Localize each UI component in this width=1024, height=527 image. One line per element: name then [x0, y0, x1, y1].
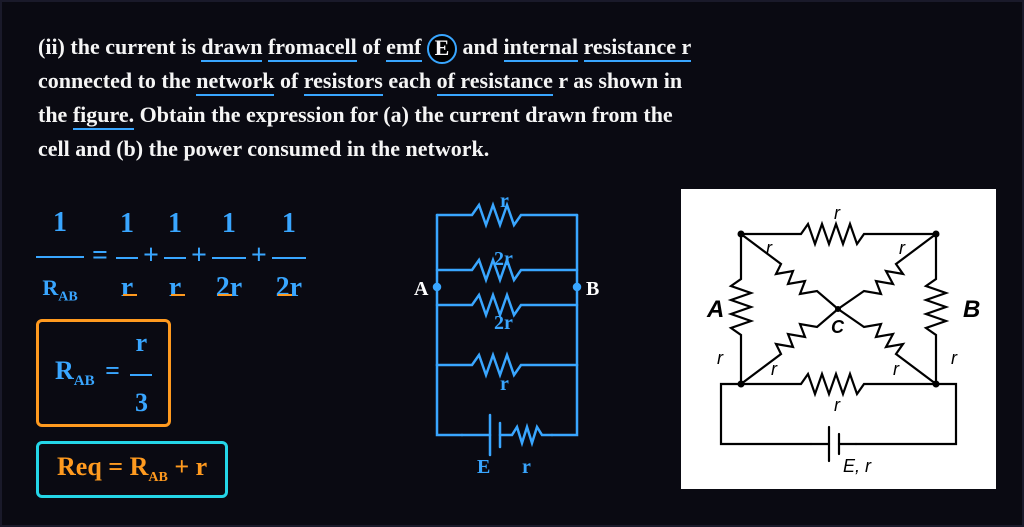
q-word: Obtain the expression for (a) the curren… — [140, 102, 673, 127]
question-line-4: cell and (b) the power consumed in the n… — [38, 132, 986, 166]
f2-eq: = — [101, 356, 124, 385]
sk-mid1: 2r — [494, 248, 513, 270]
q-word: each — [388, 68, 431, 93]
formula-2: RAB = r 3 — [36, 319, 171, 427]
emf-circle: E — [427, 34, 457, 64]
q-word: connected to the — [38, 68, 191, 93]
f1-term: 12r — [212, 208, 246, 304]
q-word: resistors — [304, 68, 383, 96]
q-word: figure. — [73, 102, 134, 130]
q-word: the — [38, 102, 67, 127]
f3-text: Req = R — [57, 452, 148, 481]
emf-letter: E — [435, 35, 450, 60]
formula-3-wrap: Req = RAB + r — [36, 441, 366, 497]
q-word: drawn — [201, 34, 262, 62]
sk-mid2: 2r — [494, 312, 513, 334]
q-word: emf — [386, 34, 421, 62]
circ-Er: E, r — [843, 456, 872, 476]
q-word: and — [463, 34, 498, 59]
formula-3: Req = RAB + r — [36, 441, 228, 497]
q-word: internal — [504, 34, 579, 62]
circ-r-d3: r — [771, 359, 778, 379]
f1-lhs-num: 1 — [53, 207, 67, 238]
f1-term: 1r — [116, 208, 138, 304]
circ-C: C — [831, 317, 845, 337]
sk-cell-r: r — [522, 456, 531, 478]
circ-r-right: r — [951, 348, 958, 368]
q-word: r as shown in — [558, 68, 682, 93]
circ-r-bot: r — [834, 395, 841, 415]
f1-eq: = — [88, 240, 112, 272]
circ-r-d2: r — [899, 238, 906, 258]
sk-bot-r: r — [500, 373, 509, 395]
f3-sub: AB — [148, 471, 167, 486]
f1-plus: + — [248, 240, 270, 272]
f1-term: 12r — [272, 208, 306, 304]
question-line-1: (ii) the current is drawn fromacell of e… — [38, 30, 986, 64]
circ-r-left: r — [717, 348, 724, 368]
circ-B: B — [963, 296, 980, 323]
circuit-diagram: A B C r r r r r r r r E, r — [681, 189, 996, 489]
sk-B: B — [586, 278, 599, 300]
work-area: 1 RAB = 1r+1r+12r+12r RAB = r 3 — [2, 197, 1022, 525]
sk-A: A — [414, 278, 429, 300]
sk-top-r: r — [500, 195, 509, 212]
f2-num: r — [136, 328, 148, 357]
question-text: (ii) the current is drawn fromacell of e… — [38, 30, 986, 166]
q-word: of — [280, 68, 298, 93]
circ-r-top: r — [834, 203, 841, 223]
q-word: resistance r — [584, 34, 692, 62]
formulas-block: 1 RAB = 1r+1r+12r+12r RAB = r 3 — [36, 207, 366, 498]
question-line-2: connected to the network of resistors ea… — [38, 64, 986, 98]
f1-plus: + — [188, 240, 210, 272]
f1-plus: + — [140, 240, 162, 272]
circuit-svg: A B C r r r r r r r r E, r — [681, 189, 996, 489]
f2-den: 3 — [135, 388, 148, 417]
f3-plus: + r — [168, 452, 207, 481]
f1-term: 1r — [164, 208, 186, 304]
formula-1: 1 RAB = 1r+1r+12r+12r — [36, 207, 366, 305]
simplified-sketch: r 2r 2r r A B E r — [382, 195, 632, 495]
f2-R: R — [55, 356, 74, 385]
q-word: network — [196, 68, 274, 96]
f1-lhs-sub: AB — [58, 289, 77, 304]
circ-r-d1: r — [766, 238, 773, 258]
q-word: of — [362, 34, 380, 59]
q-word: the current is — [70, 34, 195, 59]
q-prefix: (ii) — [38, 34, 65, 59]
question-line-3: the figure. Obtain the expression for (a… — [38, 98, 986, 132]
q-word: of resistance — [437, 68, 553, 96]
slide-root: (ii) the current is drawn fromacell of e… — [2, 2, 1022, 525]
sk-E: E — [477, 456, 490, 478]
f1-lhs-den: R — [42, 275, 58, 300]
formula-2-wrap: RAB = r 3 — [36, 319, 366, 427]
q-word: fromacell — [268, 34, 357, 62]
f2-sub: AB — [74, 374, 95, 390]
circ-r-d4: r — [893, 359, 900, 379]
sketch-svg: r 2r 2r r A B E r — [382, 195, 632, 495]
circ-A: A — [706, 296, 724, 323]
